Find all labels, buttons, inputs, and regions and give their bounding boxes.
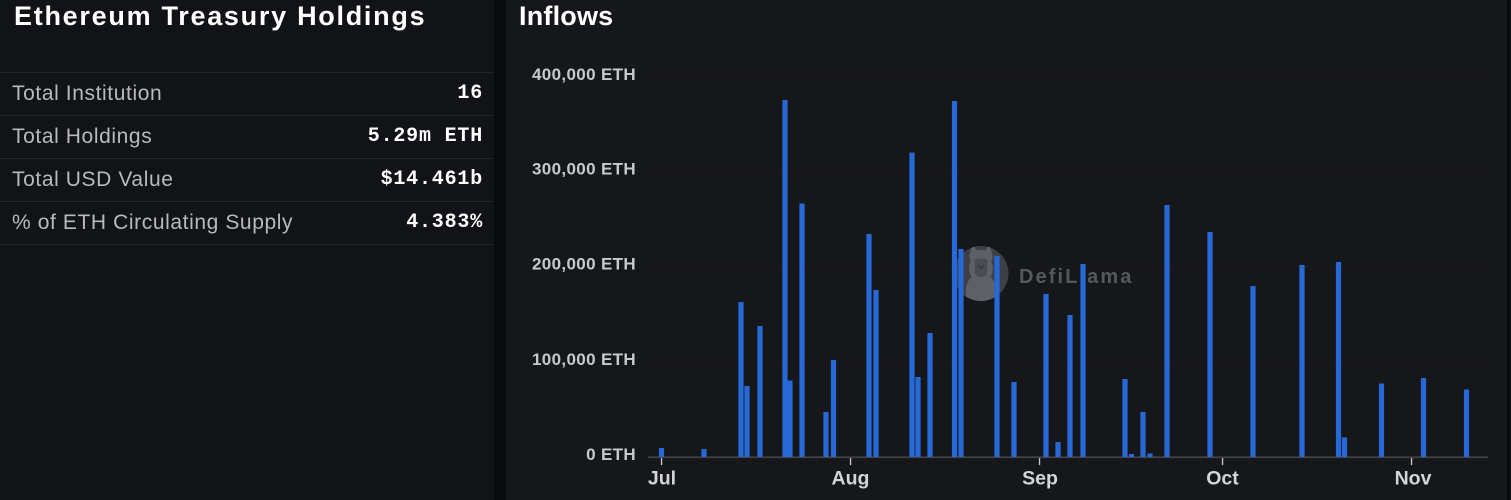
svg-text:Sep: Sep [1022, 468, 1058, 490]
svg-text:Oct: Oct [1206, 468, 1239, 490]
svg-text:Nov: Nov [1395, 468, 1432, 490]
svg-text:Jul: Jul [648, 468, 676, 490]
svg-text:300,000 ETH: 300,000 ETH [532, 160, 636, 179]
svg-text:100,000 ETH: 100,000 ETH [532, 350, 636, 369]
svg-text:400,000 ETH: 400,000 ETH [532, 65, 636, 84]
svg-text:Aug: Aug [832, 468, 870, 490]
svg-text:DefiLlama: DefiLlama [1019, 266, 1134, 288]
svg-text:200,000 ETH: 200,000 ETH [532, 255, 636, 274]
svg-text:0 ETH: 0 ETH [586, 445, 636, 464]
